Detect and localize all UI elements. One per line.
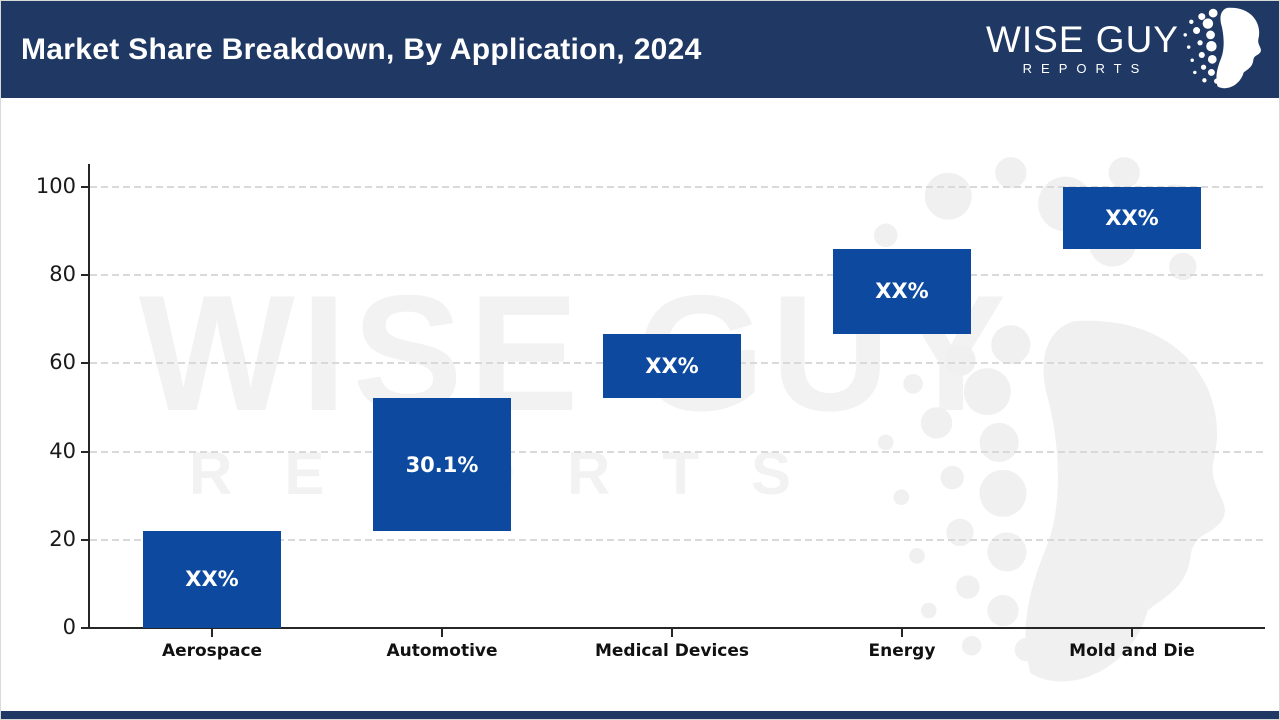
y-tick-mark	[81, 186, 89, 188]
bar: XX%	[603, 333, 741, 399]
y-tick-mark	[81, 538, 89, 541]
x-axis-label: Energy	[868, 641, 936, 661]
y-tick-label: 60	[49, 350, 76, 375]
bar-value-label: XX%	[1105, 205, 1159, 230]
y-tick-label: 20	[49, 526, 76, 551]
x-axis-label: Aerospace	[161, 641, 263, 661]
page-title: Market Share Breakdown, By Application, …	[21, 32, 702, 66]
x-tick-mark	[211, 629, 213, 637]
logo-wordmark: WISE GUY	[985, 18, 1179, 60]
y-tick-label: 40	[49, 438, 76, 463]
gridline	[90, 538, 1265, 541]
wise-guy-logo: WISE GUY REPORTS	[986, 5, 1269, 91]
bar-value-label: XX%	[185, 567, 239, 592]
x-axis-line	[88, 627, 1265, 629]
x-tick-mark	[1131, 629, 1133, 637]
y-axis-line	[88, 164, 90, 628]
y-tick-label: 100	[35, 174, 76, 198]
x-tick-mark	[441, 629, 443, 637]
logo-subtitle: REPORTS	[1022, 60, 1149, 76]
x-axis-label: Automotive	[386, 641, 498, 661]
y-tick-label: 80	[49, 262, 76, 287]
y-tick-mark	[81, 274, 89, 277]
gridline	[90, 274, 1265, 277]
bar: 30.1%	[373, 398, 511, 531]
bar-value-label: XX%	[875, 279, 929, 304]
header-bar: Market Share Breakdown, By Application, …	[1, 1, 1279, 98]
x-tick-mark	[671, 629, 673, 637]
footer-bar	[1, 711, 1279, 719]
y-tick-mark	[81, 450, 89, 453]
bar: XX%	[143, 530, 281, 628]
x-axis-label: Medical Devices	[594, 641, 749, 661]
y-tick-mark	[81, 627, 89, 629]
x-tick-mark	[901, 629, 903, 637]
gridline	[90, 450, 1265, 453]
x-axis-label: Mold and Die	[1069, 641, 1195, 661]
gridline	[90, 186, 1265, 188]
logo-text: WISE GUY REPORTS	[985, 18, 1179, 76]
bar-value-label: 30.1%	[405, 452, 479, 477]
y-tick-label: 0	[62, 615, 76, 639]
y-tick-mark	[81, 362, 89, 365]
logo-face-icon	[1183, 7, 1261, 89]
bar: XX%	[833, 248, 971, 334]
bar: XX%	[1063, 187, 1201, 249]
bar-value-label: XX%	[645, 354, 699, 379]
